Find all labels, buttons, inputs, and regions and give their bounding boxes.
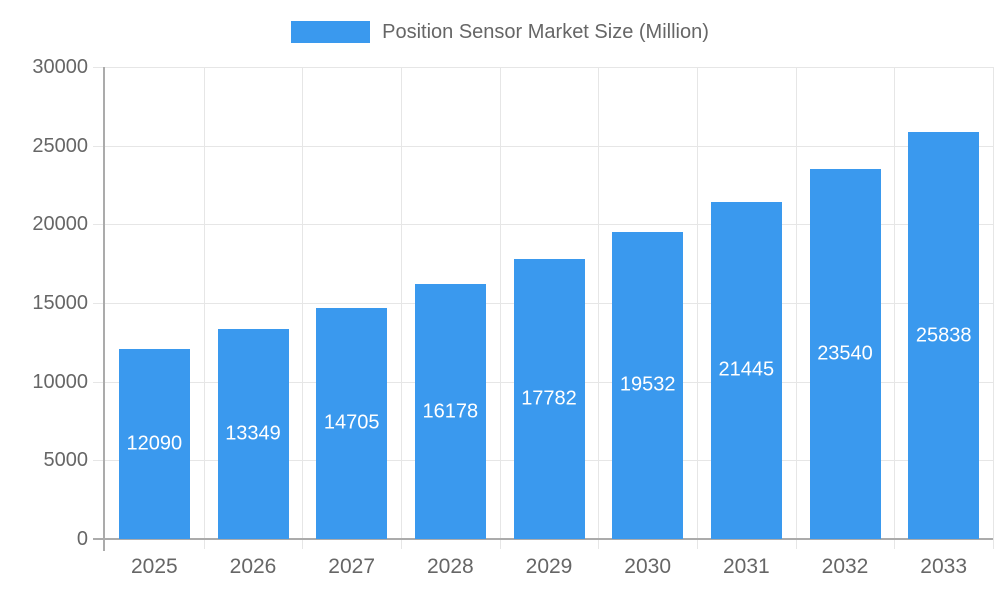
x-axis-line bbox=[93, 538, 993, 540]
x-tick bbox=[993, 539, 994, 549]
y-tick bbox=[93, 460, 105, 462]
x-tick-label: 2025 bbox=[130, 555, 178, 578]
x-tick bbox=[894, 539, 896, 549]
x-tick bbox=[203, 539, 205, 549]
legend-label: Position Sensor Market Size (Million) bbox=[382, 20, 709, 43]
gridline-h bbox=[105, 67, 993, 68]
bar bbox=[118, 348, 190, 539]
y-tick-label: 0 bbox=[76, 528, 88, 550]
y-tick-label: 5000 bbox=[43, 449, 89, 472]
y-tick bbox=[93, 224, 105, 226]
y-axis-line bbox=[103, 67, 105, 551]
x-tick-label: 2031 bbox=[722, 555, 770, 578]
bar-value-label: 16178 bbox=[422, 400, 479, 423]
bar bbox=[908, 132, 980, 539]
bar-value-label: 14705 bbox=[323, 411, 380, 434]
bar-value-label: 17782 bbox=[521, 387, 577, 410]
bar-value-label: 23540 bbox=[817, 342, 873, 365]
gridline-v bbox=[302, 67, 304, 539]
x-tick bbox=[499, 539, 501, 549]
y-tick-label: 30000 bbox=[32, 56, 88, 78]
bar bbox=[710, 201, 782, 539]
gridline-v bbox=[401, 67, 402, 539]
bar-value-label: 13349 bbox=[225, 422, 281, 445]
x-tick-label: 2033 bbox=[920, 555, 968, 578]
bar bbox=[414, 284, 486, 539]
bar-value-label: 25838 bbox=[915, 324, 972, 347]
legend: Position Sensor Market Size (Million) bbox=[0, 16, 1000, 48]
x-tick bbox=[697, 539, 698, 549]
bar bbox=[513, 259, 585, 539]
gridline-v bbox=[894, 67, 896, 539]
bar bbox=[316, 307, 388, 539]
bar-value-label: 21445 bbox=[718, 358, 775, 381]
y-tick-label: 15000 bbox=[32, 292, 88, 314]
y-tick bbox=[93, 145, 105, 147]
bar-value-label: 12090 bbox=[126, 432, 183, 455]
x-tick bbox=[401, 539, 402, 549]
y-tick bbox=[93, 67, 105, 68]
bar bbox=[217, 328, 289, 539]
x-tick-label: 2027 bbox=[328, 555, 376, 578]
gridline-v bbox=[993, 67, 994, 539]
bar bbox=[809, 168, 881, 539]
x-tick bbox=[598, 539, 600, 549]
x-tick bbox=[302, 539, 304, 549]
legend-swatch bbox=[291, 21, 371, 43]
y-tick-label: 20000 bbox=[32, 213, 88, 236]
x-tick-label: 2030 bbox=[624, 555, 672, 578]
gridline-v bbox=[697, 67, 698, 539]
y-tick-label: 10000 bbox=[32, 370, 88, 393]
gridline-v bbox=[598, 67, 600, 539]
x-tick bbox=[795, 539, 797, 549]
x-tick-label: 2029 bbox=[525, 555, 573, 578]
bar-value-label: 19532 bbox=[619, 373, 676, 396]
gridline-v bbox=[795, 67, 797, 539]
x-tick-label: 2028 bbox=[426, 555, 474, 578]
x-tick-label: 2032 bbox=[821, 555, 869, 578]
gridline-v bbox=[499, 67, 501, 539]
gridline-v bbox=[203, 67, 205, 539]
gridline-h bbox=[105, 145, 993, 147]
y-tick bbox=[93, 381, 105, 383]
y-tick bbox=[93, 303, 105, 304]
x-tick-label: 2026 bbox=[229, 555, 277, 578]
gridline-h bbox=[105, 224, 993, 226]
bar bbox=[612, 231, 684, 539]
y-tick-label: 25000 bbox=[32, 134, 88, 157]
